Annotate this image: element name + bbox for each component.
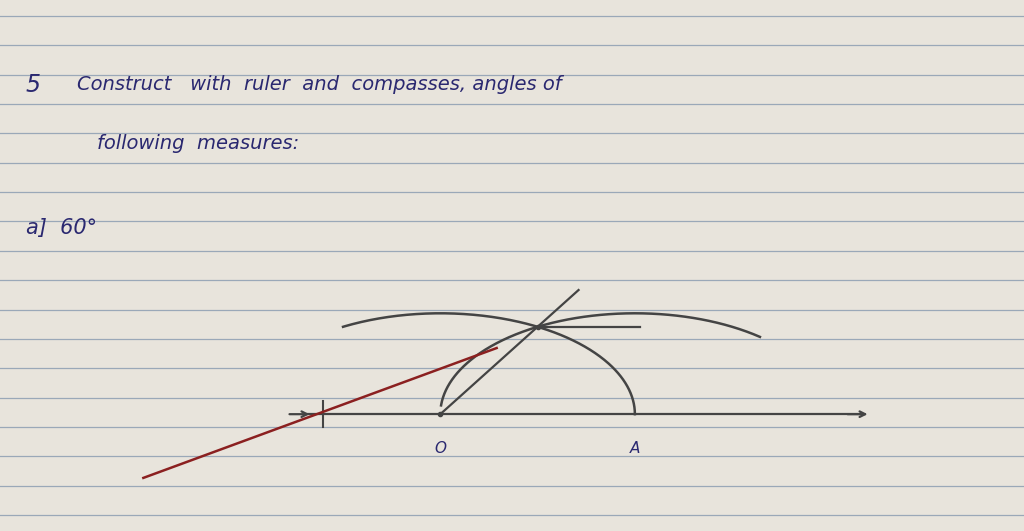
- Text: A: A: [630, 441, 640, 456]
- Text: a]  60°: a] 60°: [26, 218, 96, 238]
- Text: 5: 5: [26, 73, 41, 97]
- Text: Construct   with  ruler  and  compasses, angles of: Construct with ruler and compasses, angl…: [77, 75, 561, 95]
- Text: O: O: [434, 441, 446, 456]
- Text: following  measures:: following measures:: [97, 134, 300, 153]
